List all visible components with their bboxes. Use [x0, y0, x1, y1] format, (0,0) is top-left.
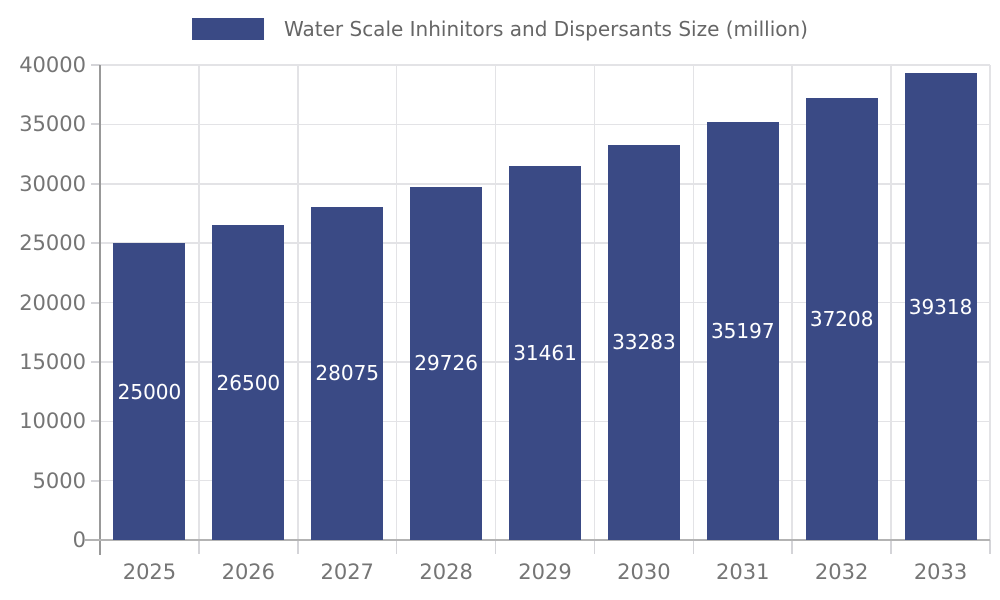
legend[interactable]: Water Scale Inhinitors and Dispersants S…	[192, 17, 808, 41]
bar[interactable]: 37208	[805, 98, 878, 540]
bar-value-label: 33283	[612, 330, 676, 355]
y-axis-tick	[91, 420, 100, 423]
gridline-vertical	[494, 65, 497, 540]
y-axis-label: 35000	[19, 112, 86, 137]
y-axis-tick	[91, 479, 100, 482]
y-axis-label: 20000	[19, 290, 86, 315]
y-axis-tick	[91, 123, 100, 126]
x-axis-line	[85, 539, 990, 541]
bar[interactable]: 35197	[706, 122, 779, 540]
bar-value-label: 35197	[710, 319, 775, 343]
bar[interactable]: 31461	[509, 166, 581, 540]
bar-value-label: 37208	[809, 307, 874, 332]
gridline-vertical	[593, 65, 596, 540]
bar[interactable]: 29726	[410, 187, 483, 540]
y-axis-tick	[91, 242, 100, 245]
y-axis-tick	[91, 301, 100, 304]
y-axis-label: 40000	[19, 53, 86, 77]
x-axis-tick	[692, 540, 695, 554]
gridline-horizontal	[100, 123, 990, 126]
bar[interactable]: 33283	[607, 144, 680, 540]
bar-value-label: 26500	[216, 370, 281, 395]
x-axis-tick	[989, 540, 991, 554]
x-axis-label: 2030	[617, 560, 671, 584]
legend-swatch	[192, 18, 265, 40]
gridline-vertical	[692, 65, 695, 540]
bar[interactable]: 39318	[904, 73, 977, 540]
bar[interactable]: 25000	[113, 243, 186, 540]
x-axis-tick	[791, 540, 793, 554]
bar-value-label: 28075	[315, 361, 380, 386]
gridline-vertical	[297, 65, 299, 540]
x-axis-tick	[395, 540, 398, 554]
gridline-horizontal	[100, 64, 990, 66]
x-axis-tick	[494, 540, 497, 554]
y-axis-label: 5000	[32, 468, 86, 493]
legend-label: Water Scale Inhinitors and Dispersants S…	[284, 17, 808, 41]
x-axis-tick	[297, 540, 299, 554]
y-axis-label: 0	[72, 528, 86, 552]
x-axis-label: 2028	[419, 560, 473, 584]
y-axis-label: 25000	[19, 231, 86, 256]
gridline-vertical	[791, 65, 793, 540]
bar-value-label: 31461	[513, 341, 577, 366]
y-axis-label: 15000	[19, 349, 86, 374]
y-axis-label: 10000	[19, 409, 86, 434]
x-axis-label: 2029	[518, 560, 572, 584]
gridline-vertical	[989, 65, 991, 540]
bar[interactable]: 28075	[311, 206, 384, 540]
y-axis-label: 30000	[19, 171, 86, 196]
x-axis-tick	[890, 540, 892, 554]
bar[interactable]: 26500	[212, 225, 285, 540]
y-axis-line	[99, 65, 101, 555]
gridline-vertical	[198, 65, 200, 540]
x-axis-label: 2033	[913, 560, 968, 584]
gridline-vertical	[890, 65, 892, 540]
x-axis-tick	[198, 540, 200, 554]
y-axis-tick	[91, 360, 100, 363]
x-axis-label: 2027	[320, 560, 374, 584]
x-axis-tick	[593, 540, 596, 554]
x-axis-label: 2032	[814, 560, 869, 584]
y-axis-tick	[91, 64, 100, 66]
x-axis-label: 2026	[221, 560, 276, 584]
y-axis-tick	[91, 182, 100, 185]
bar-value-label: 25000	[117, 379, 182, 404]
bar-value-label: 39318	[908, 294, 973, 319]
gridline-vertical	[395, 65, 398, 540]
x-axis-label: 2031	[716, 560, 770, 584]
x-axis-label: 2025	[122, 560, 177, 584]
bar-value-label: 29726	[414, 351, 478, 376]
